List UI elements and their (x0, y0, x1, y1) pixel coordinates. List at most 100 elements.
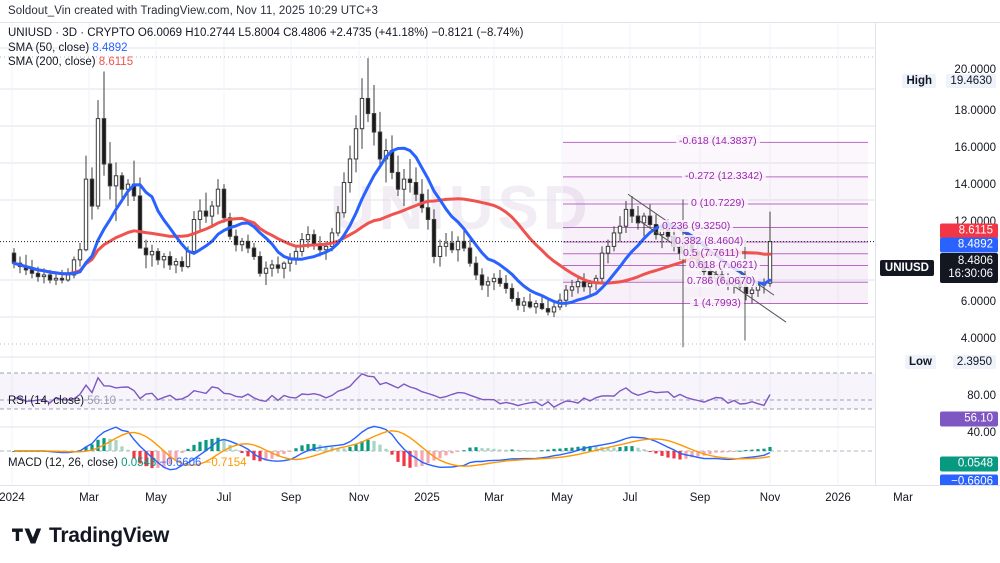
macd-histogram-bar (768, 446, 772, 451)
low-marker-label: Low (905, 355, 936, 369)
macd-histogram-bar (138, 451, 142, 464)
rsi-value-tag: 56.10 (940, 411, 998, 427)
fib-label-0neg786: 0.786 (6.0670) (684, 275, 759, 288)
macd-histogram-bar (96, 439, 100, 451)
candlestick-series (11, 58, 773, 317)
macd-histogram-bar (498, 449, 502, 451)
macd-histogram-bar (384, 448, 388, 451)
price-axis[interactable]: 20.0000 18.0000 16.0000 14.0000 12.0000 … (875, 23, 1000, 508)
time-tick-mar: Mar (484, 492, 504, 504)
macd-histogram-bar (360, 441, 364, 451)
macd-histogram-bar (240, 451, 244, 454)
macd-signal-line (14, 430, 771, 467)
macd-histogram-bar (630, 446, 634, 451)
macd-histogram-bar (324, 445, 328, 451)
macd-histogram-bar (720, 451, 724, 453)
rsi-tick-40: 40.00 (967, 427, 996, 439)
fib-label-1: 1 (4.7993) (690, 296, 744, 309)
macd-histogram-bar (282, 451, 286, 455)
fib-label-neg0-618: -0.618 (14.3837) (676, 135, 760, 148)
macd-histogram-bar (564, 447, 568, 451)
rsi-tick-80: 80.00 (967, 390, 996, 402)
macd-histogram-bar (522, 449, 526, 451)
macd-histogram-bar (144, 451, 148, 467)
macd-histogram-bar (180, 451, 184, 454)
macd-histogram-bar (288, 451, 292, 452)
plot-area[interactable]: UNIUSD (0, 23, 875, 486)
macd-histogram-bar (408, 451, 412, 468)
tradingview-wordmark: TradingView (49, 524, 170, 547)
last-price-value: 8.4806 (957, 255, 993, 267)
macd-legend[interactable]: MACD (12, 26, close) 0.0548 −0.6606 −0.7… (8, 457, 247, 469)
macd-histogram-bar (252, 451, 256, 461)
time-tick-2025: 2025 (414, 492, 440, 504)
macd-histogram-bar (648, 451, 652, 452)
low-marker-value: 2.3950 (952, 355, 996, 369)
macd-histogram-bar (378, 444, 382, 451)
macd-histogram-bar (672, 451, 676, 459)
macd-legend-value-signal: −0.7154 (204, 457, 247, 469)
macd-histogram-bar (714, 451, 718, 453)
macd-histogram-bar (276, 451, 280, 457)
macd-histogram-bar (156, 451, 160, 468)
fib-label-0neg618: 0.618 (7.0621) (686, 258, 761, 271)
last-price-symbol-tag: UNIUSD (879, 260, 934, 276)
macd-histogram-bar (450, 451, 454, 454)
macd-histogram-bar (234, 449, 238, 451)
macd-histogram-bar (150, 451, 154, 469)
macd-legend-value-macd: −0.6606 (159, 457, 202, 469)
macd-histogram-bar (516, 449, 520, 451)
macd-histogram-bar (762, 448, 766, 451)
macd-histogram-bar (264, 451, 268, 461)
fib-label-0neg5: 0.5 (7.7611) (680, 246, 742, 259)
macd-histogram-bar (624, 446, 628, 451)
sma50-price-tag: 8.4892 (940, 237, 998, 253)
macd-legend-value-hist: 0.0548 (121, 457, 157, 469)
last-price-countdown: 16:30:06 (948, 268, 993, 280)
time-axis[interactable]: 2024 Mar May Jul Sep Nov 2025 Mar May Jul Sep Nov 20… (0, 485, 1000, 511)
macd-hist-tag: 0.0548 (940, 456, 998, 472)
macd-histogram-bar (504, 449, 508, 451)
macd-histogram-bar (438, 451, 442, 459)
time-tick-2026: 2026 (825, 492, 851, 504)
macd-histogram-bar (210, 438, 214, 451)
macd-histogram-bar (678, 451, 682, 460)
macd-histogram-bar (192, 444, 196, 451)
macd-line (14, 425, 771, 471)
macd-histogram-bar (132, 451, 136, 459)
macd-histogram-bar (690, 451, 694, 458)
macd-histogram-bar (120, 446, 124, 451)
price-tick-4: 4.0000 (960, 333, 996, 345)
time-tick-nov: Nov (759, 492, 781, 504)
macd-histogram-bar (270, 451, 274, 459)
macd-histogram-bar (744, 449, 748, 451)
macd-histogram-bar (534, 450, 538, 452)
macd-histogram-bar (396, 451, 400, 462)
rsi-legend-label: RSI (14, close) (8, 395, 85, 407)
macd-histogram-bar (108, 438, 112, 451)
macd-histogram-bar (174, 451, 178, 460)
time-tick-sep: Sep (689, 492, 711, 504)
time-tick-may: May (551, 492, 573, 504)
macd-histogram-bar (372, 440, 376, 451)
last-price-tag: 8.4806 16:30:06 (940, 253, 998, 283)
macd-histogram-bar (354, 444, 358, 451)
macd-histogram-bar (420, 451, 424, 467)
rsi-legend[interactable]: RSI (14, close) 56.10 (8, 395, 116, 407)
macd-histogram-bar (618, 446, 622, 451)
macd-histogram-bar (732, 451, 736, 452)
macd-histogram-bar (636, 447, 640, 451)
macd-histogram-bar (570, 447, 574, 451)
macd-histogram-bar (666, 451, 670, 458)
macd-histogram-bar (336, 447, 340, 451)
macd-histogram-bar (576, 446, 580, 451)
macd-histogram-bar (546, 449, 550, 451)
fib-label-0: 0 (10.7229) (688, 196, 748, 209)
tradingview-logo-icon (12, 528, 42, 544)
macd-histogram-bar (660, 451, 664, 456)
rsi-line (14, 372, 771, 408)
macd-histogram-bar (696, 451, 700, 457)
sma200-price-tag: 8.6115 (940, 223, 998, 239)
sma200-line (12, 197, 772, 285)
macd-histogram-bar (606, 447, 610, 451)
